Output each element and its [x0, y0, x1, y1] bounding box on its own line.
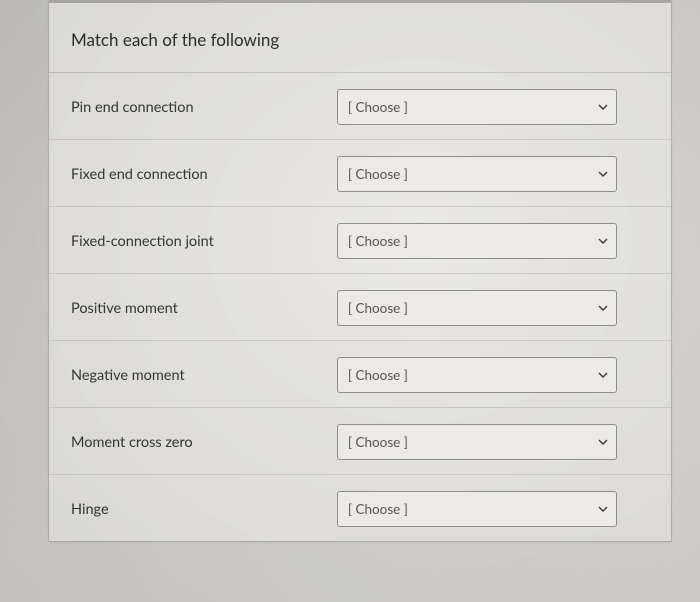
match-prompt-label: Negative moment	[71, 367, 337, 384]
question-header: Match each of the following	[49, 3, 671, 73]
match-row: Moment cross zero [ Choose ]	[49, 408, 671, 475]
match-rows-container: Pin end connection [ Choose ] Fixed end …	[49, 73, 671, 541]
chevron-down-icon	[598, 370, 608, 380]
chevron-down-icon	[598, 504, 608, 514]
match-row: Negative moment [ Choose ]	[49, 341, 671, 408]
chevron-down-icon	[598, 102, 608, 112]
answer-select[interactable]: [ Choose ]	[337, 156, 617, 192]
matching-question-card: Match each of the following Pin end conn…	[48, 0, 672, 542]
select-wrapper: [ Choose ]	[337, 357, 649, 393]
match-prompt-label: Fixed-connection joint	[71, 233, 337, 250]
answer-select[interactable]: [ Choose ]	[337, 89, 617, 125]
select-wrapper: [ Choose ]	[337, 290, 649, 326]
chevron-down-icon	[598, 236, 608, 246]
select-placeholder: [ Choose ]	[348, 367, 408, 383]
select-wrapper: [ Choose ]	[337, 89, 649, 125]
answer-select[interactable]: [ Choose ]	[337, 290, 617, 326]
chevron-down-icon	[598, 437, 608, 447]
match-row: Pin end connection [ Choose ]	[49, 73, 671, 140]
answer-select[interactable]: [ Choose ]	[337, 357, 617, 393]
match-prompt-label: Pin end connection	[71, 99, 337, 116]
match-prompt-label: Moment cross zero	[71, 434, 337, 451]
match-row: Fixed end connection [ Choose ]	[49, 140, 671, 207]
match-row: Hinge [ Choose ]	[49, 475, 671, 541]
match-row: Positive moment [ Choose ]	[49, 274, 671, 341]
match-prompt-label: Fixed end connection	[71, 166, 337, 183]
answer-select[interactable]: [ Choose ]	[337, 491, 617, 527]
select-wrapper: [ Choose ]	[337, 424, 649, 460]
select-placeholder: [ Choose ]	[348, 300, 408, 316]
select-wrapper: [ Choose ]	[337, 491, 649, 527]
match-prompt-label: Positive moment	[71, 300, 337, 317]
answer-select[interactable]: [ Choose ]	[337, 223, 617, 259]
match-row: Fixed-connection joint [ Choose ]	[49, 207, 671, 274]
select-wrapper: [ Choose ]	[337, 223, 649, 259]
chevron-down-icon	[598, 169, 608, 179]
select-placeholder: [ Choose ]	[348, 233, 408, 249]
select-placeholder: [ Choose ]	[348, 99, 408, 115]
select-placeholder: [ Choose ]	[348, 501, 408, 517]
question-title: Match each of the following	[71, 29, 649, 50]
select-wrapper: [ Choose ]	[337, 156, 649, 192]
answer-select[interactable]: [ Choose ]	[337, 424, 617, 460]
select-placeholder: [ Choose ]	[348, 166, 408, 182]
select-placeholder: [ Choose ]	[348, 434, 408, 450]
chevron-down-icon	[598, 303, 608, 313]
match-prompt-label: Hinge	[71, 501, 337, 518]
